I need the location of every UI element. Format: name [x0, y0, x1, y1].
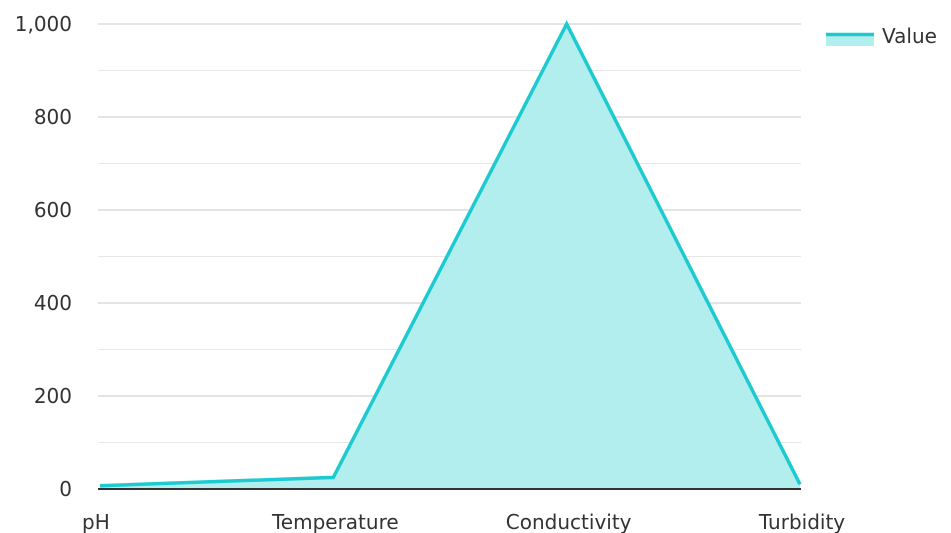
- series-line: [99, 20, 802, 488]
- x-axis-tick-labels: pH Temperature Conductivity Turbidity: [82, 510, 845, 533]
- x-tick-label: pH: [82, 510, 110, 533]
- x-tick-label: Temperature: [271, 510, 399, 533]
- y-tick-label: 800: [34, 105, 72, 129]
- legend: Value: [826, 24, 937, 48]
- y-tick-label: 0: [59, 477, 72, 501]
- series-layer: [99, 20, 802, 489]
- y-tick-label: 400: [34, 291, 72, 315]
- y-axis-tick-labels: 0 200 400 600 800 1,000: [15, 12, 72, 501]
- y-tick-label: 200: [34, 384, 72, 408]
- y-tick-label: 1,000: [15, 12, 72, 36]
- x-tick-label: Conductivity: [506, 510, 632, 533]
- x-tick-label: Turbidity: [758, 510, 845, 533]
- y-tick-label: 600: [34, 198, 72, 222]
- legend-entry-value: Value: [882, 24, 937, 48]
